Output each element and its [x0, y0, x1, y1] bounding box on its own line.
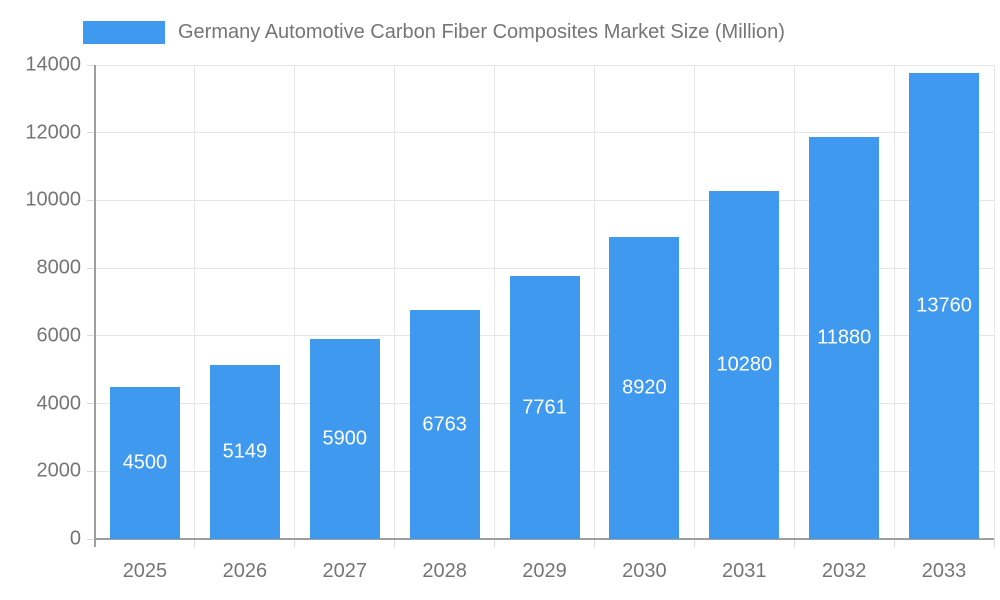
bar-value-label: 5149	[222, 440, 268, 463]
bar-2031[interactable]	[709, 190, 780, 539]
y-axis-tick-label: 12000	[25, 121, 81, 144]
gridline-vertical	[294, 65, 296, 539]
x-axis-tick-label: 2032	[821, 560, 867, 582]
gridline-horizontal	[95, 132, 994, 134]
gridline-vertical	[793, 65, 795, 539]
bar-2030[interactable]	[609, 236, 680, 539]
bar-2028[interactable]	[409, 310, 480, 539]
gridline-horizontal	[95, 199, 994, 201]
gridline-vertical	[993, 65, 995, 539]
y-axis-tick-label: 14000	[25, 53, 81, 76]
bar-2025[interactable]	[109, 386, 180, 539]
bar-2027[interactable]	[309, 339, 380, 539]
gridline-vertical	[893, 65, 895, 539]
bar-value-label: 8920	[622, 376, 667, 399]
x-axis-line	[94, 538, 994, 540]
bar-value-label: 4500	[122, 451, 168, 474]
gridline-vertical	[593, 65, 595, 539]
legend-item[interactable]: Germany Automotive Carbon Fiber Composit…	[83, 18, 785, 46]
y-axis-tick	[87, 403, 95, 405]
y-axis-tick-label: 10000	[25, 188, 81, 211]
bar-2032[interactable]	[809, 136, 880, 539]
x-axis-tick	[194, 539, 196, 547]
bar-value-label: 11880	[817, 326, 872, 349]
gridline-horizontal	[95, 64, 994, 66]
y-axis-tick	[87, 132, 95, 134]
x-axis-tick-label: 2029	[522, 560, 567, 582]
x-axis-tick-label: 2033	[921, 560, 967, 582]
bar-value-label: 5900	[322, 427, 367, 450]
bar-value-label: 13760	[916, 294, 972, 317]
bar-value-label: 10280	[716, 353, 773, 376]
y-axis-line	[94, 65, 96, 547]
gridline-vertical	[194, 65, 196, 539]
x-axis-tick-label: 2030	[622, 560, 667, 582]
legend-swatch	[83, 20, 165, 44]
y-axis-tick	[87, 470, 95, 472]
x-axis-tick-label: 2026	[222, 560, 268, 582]
y-axis-tick-label: 4000	[36, 392, 82, 415]
y-axis-tick-label: 2000	[36, 459, 82, 482]
gridline-vertical	[693, 65, 695, 539]
x-axis-tick-label: 2031	[722, 560, 767, 582]
y-axis-tick-label: 0	[69, 527, 81, 550]
x-axis-tick	[993, 539, 995, 547]
x-axis-tick-label: 2025	[122, 560, 168, 582]
x-axis-tick	[494, 539, 496, 547]
x-axis-tick	[294, 539, 296, 547]
bar-2029[interactable]	[509, 276, 580, 539]
bar-2026[interactable]	[209, 364, 280, 539]
y-axis-tick	[87, 335, 95, 337]
y-axis-tick-label: 8000	[36, 256, 82, 279]
gridline-horizontal	[95, 267, 994, 269]
x-axis-tick-label: 2027	[322, 560, 367, 582]
y-axis-tick	[87, 267, 95, 269]
bar-value-label: 6763	[422, 413, 467, 435]
bar-value-label: 7761	[522, 396, 567, 419]
x-axis-tick-label: 2028	[422, 560, 467, 582]
y-axis-tick	[87, 538, 95, 540]
bar-2033[interactable]	[909, 73, 980, 539]
x-axis-tick	[394, 539, 396, 547]
y-axis-tick-label: 6000	[36, 324, 82, 347]
y-axis-tick	[87, 64, 95, 66]
x-axis-tick	[593, 539, 595, 547]
legend-label: Germany Automotive Carbon Fiber Composit…	[178, 20, 785, 43]
x-axis-tick	[893, 539, 895, 547]
x-axis-tick	[793, 539, 795, 547]
x-axis-tick	[693, 539, 695, 547]
gridline-vertical	[494, 65, 496, 539]
gridline-vertical	[394, 65, 396, 539]
y-axis-tick	[87, 199, 95, 201]
